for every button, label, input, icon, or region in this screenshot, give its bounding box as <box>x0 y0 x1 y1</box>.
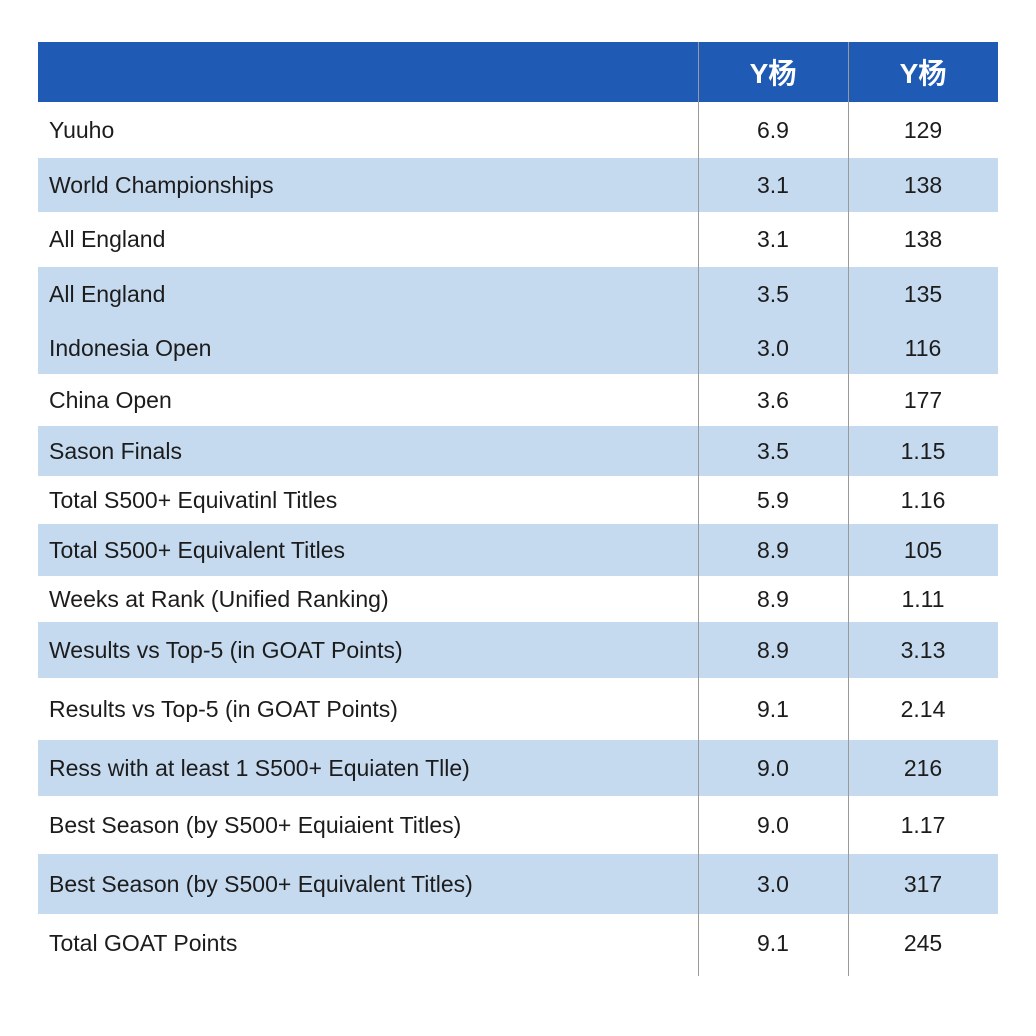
row-value-1: 3.5 <box>757 437 789 464</box>
table-row: All England 3.1 138 <box>38 212 998 267</box>
row-value-1: 3.0 <box>757 870 789 897</box>
row-label: Sason Finals <box>49 437 182 464</box>
row-label: All England <box>49 226 166 252</box>
header-column-2: Y杨 <box>899 58 947 89</box>
row-label: Yuuho <box>49 116 115 143</box>
row-label: World Championships <box>49 171 274 198</box>
row-label: All England <box>49 281 166 307</box>
row-label: Total S500+ Equivalent Titles <box>49 536 345 563</box>
row-value-2: 1.11 <box>901 585 945 612</box>
row-value-1: 5.9 <box>757 486 789 513</box>
row-label: Indonesia Open <box>49 334 212 361</box>
row-value-1: 6.9 <box>757 116 789 143</box>
row-value-1: 3.1 <box>757 171 789 198</box>
row-value-1: 9.0 <box>757 811 789 838</box>
row-value-2: 1.17 <box>900 811 946 838</box>
table-row: Wesults vs Top-5 (in GOAT Points) 8.9 3.13 <box>38 622 998 678</box>
row-value-2: 116 <box>904 334 942 361</box>
table-row: China Open 3.6 177 <box>38 374 998 426</box>
column-divider <box>698 42 699 976</box>
row-value-1: 9.1 <box>757 695 789 722</box>
row-label: Total S500+ Equivatinl Titles <box>49 486 338 513</box>
row-value-2: 135 <box>903 281 943 307</box>
row-value-2: 245 <box>903 929 943 956</box>
header-column-1: Y杨 <box>749 58 797 89</box>
table-row: Sason Finals 3.5 1.15 <box>38 426 998 476</box>
table-row: Total GOAT Points 9.1 245 <box>38 914 998 972</box>
row-label: Wesults vs Top-5 (in GOAT Points) <box>49 636 403 663</box>
row-value-2: 138 <box>903 226 943 252</box>
row-label: Results vs Top-5 (in GOAT Points) <box>49 695 398 722</box>
table-row: Total S500+ Equivatinl Titles 5.9 1.16 <box>38 476 998 524</box>
row-value-1: 3.6 <box>757 386 789 413</box>
row-value-2: 1.15 <box>900 437 946 464</box>
row-value-2: 2.14 <box>900 695 946 722</box>
table-header: Y杨 Y杨 <box>38 42 998 102</box>
row-value-2: 216 <box>903 754 943 781</box>
row-value-2: 1.16 <box>900 486 946 513</box>
column-divider <box>848 42 849 976</box>
row-value-2: 129 <box>903 116 943 143</box>
row-value-2: 3.13 <box>900 636 946 663</box>
table-row: Indonesia Open 3.0 116 <box>38 322 998 374</box>
row-value-1: 3.1 <box>757 226 789 252</box>
table-row: Weeks at Rank (Unified Ranking) 8.9 1.11 <box>38 576 998 622</box>
row-value-1: 9.1 <box>757 929 789 956</box>
row-label: Ress with at least 1 S500+ Equiaten Tlle… <box>49 754 470 781</box>
table-row: Results vs Top-5 (in GOAT Points) 9.1 2.14 <box>38 678 998 740</box>
table-row: Total S500+ Equivalent Titles 8.9 105 <box>38 524 998 576</box>
table-row: All England 3.5 135 <box>38 267 998 322</box>
row-value-2: 105 <box>903 536 943 563</box>
row-value-1: 3.5 <box>757 281 789 307</box>
row-value-1: 8.9 <box>757 585 789 612</box>
table-body: Yuuho 6.9 129 World Championships 3.1 138 All … <box>38 102 998 972</box>
row-value-1: 8.9 <box>757 536 789 563</box>
row-label: Best Season (by S500+ Equivalent Titles) <box>49 870 473 897</box>
row-label: China Open <box>49 386 172 413</box>
row-value-1: 3.0 <box>757 334 789 361</box>
row-value-1: 8.9 <box>757 636 789 663</box>
row-value-2: 177 <box>903 386 943 413</box>
row-label: Total GOAT Points <box>49 929 238 956</box>
table-row: Best Season (by S500+ Equiaient Titles) 9… <box>38 796 998 854</box>
row-label: Weeks at Rank (Unified Ranking) <box>49 585 389 612</box>
row-value-1: 9.0 <box>757 754 789 781</box>
header-label-column <box>38 42 698 102</box>
row-label: Best Season (by S500+ Equiaient Titles) <box>49 811 462 838</box>
table-row: Best Season (by S500+ Equivalent Titles)… <box>38 854 998 914</box>
row-value-2: 317 <box>903 870 943 897</box>
table-row: World Championships 3.1 138 <box>38 158 998 212</box>
row-value-2: 138 <box>903 171 943 198</box>
table-row: Ress with at least 1 S500+ Equiaten Tlle… <box>38 740 998 796</box>
stats-table: Y杨 Y杨 Yuuho 6.9 129 World Championships 3.1 1… <box>38 42 998 972</box>
table-row: Yuuho 6.9 129 <box>38 102 998 158</box>
